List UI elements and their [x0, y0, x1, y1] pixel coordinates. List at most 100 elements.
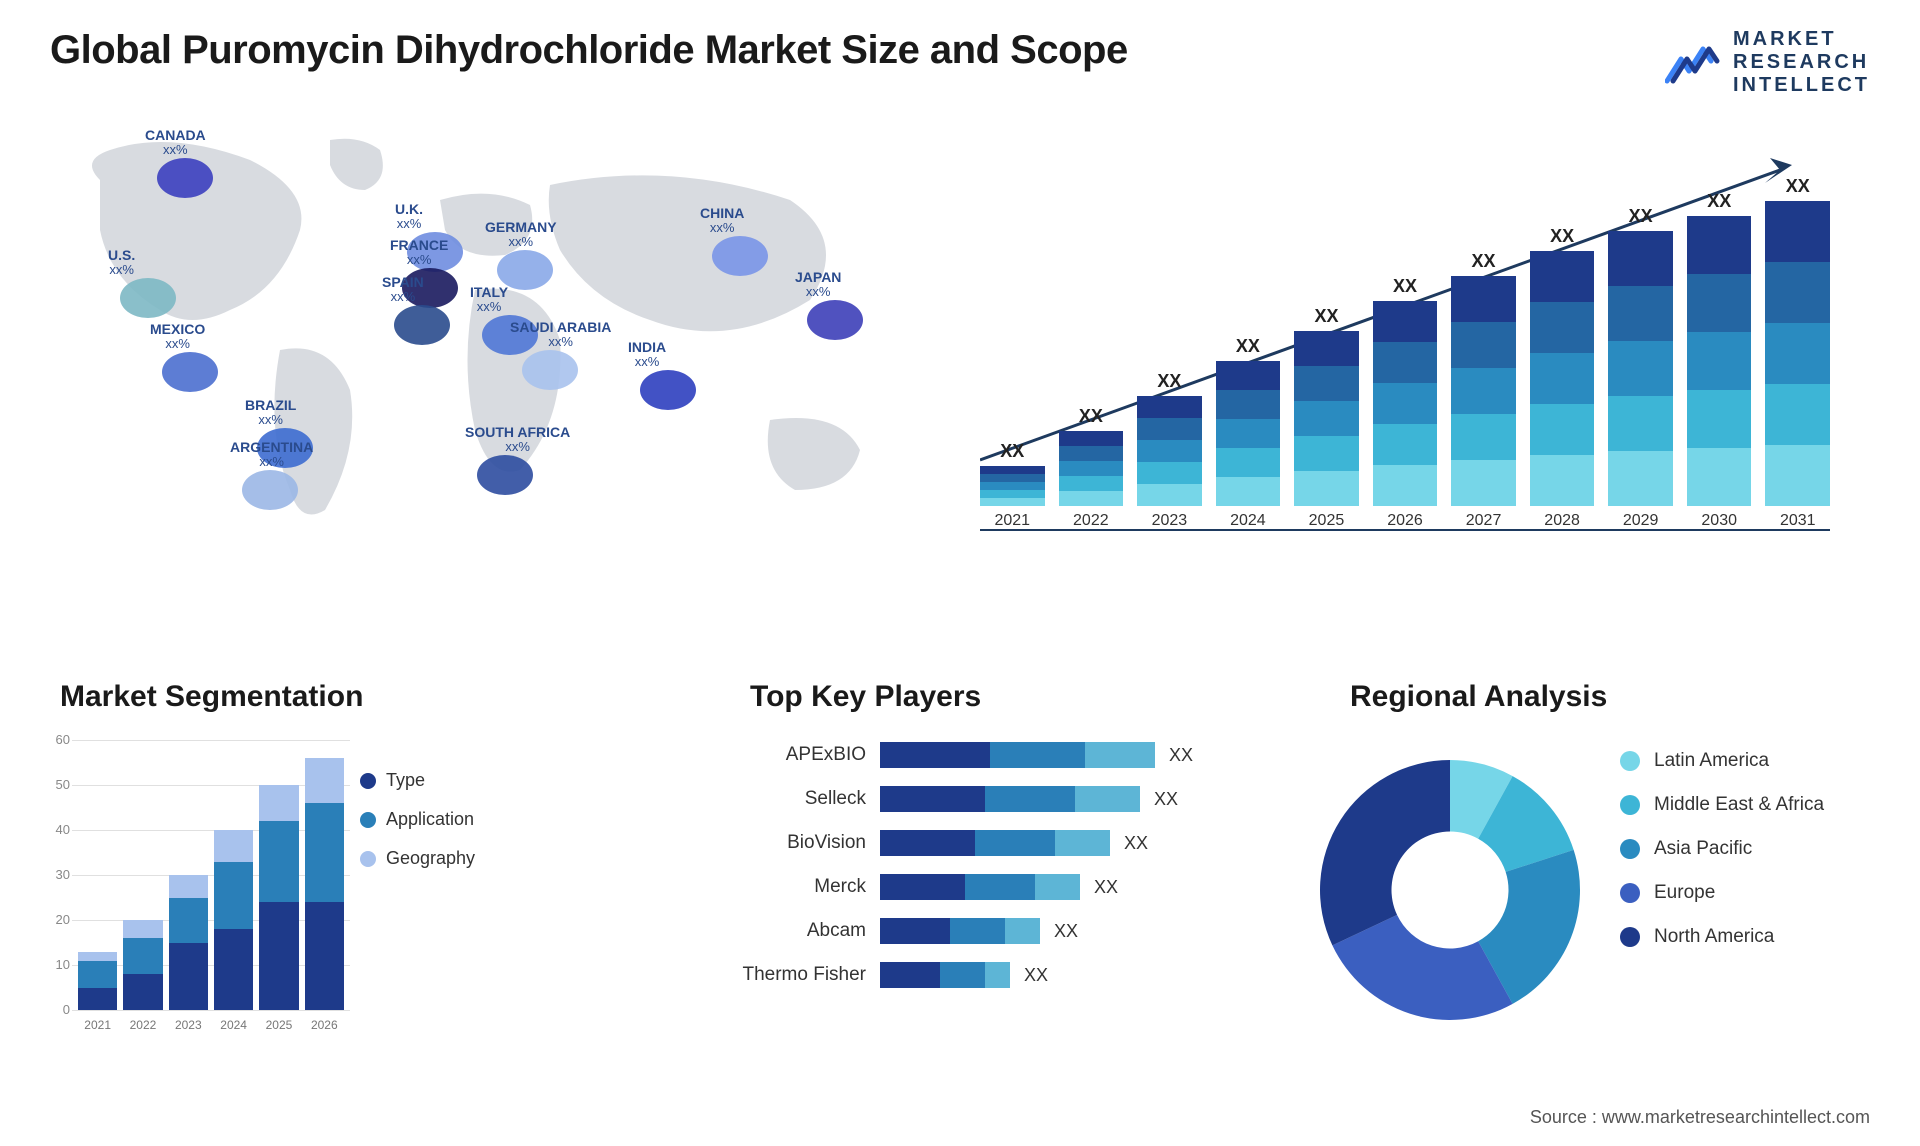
player-row: APExBIO XX: [740, 740, 1240, 770]
y-axis-tick: 30: [42, 867, 70, 882]
player-name: Thermo Fisher: [740, 964, 880, 986]
y-axis-tick: 40: [42, 822, 70, 837]
map-label: SAUDI ARABIAxx%: [510, 320, 611, 350]
map-label: INDIAxx%: [628, 340, 666, 370]
player-name: Merck: [740, 876, 880, 898]
y-axis-tick: 20: [42, 912, 70, 927]
growth-bar-year: 2022: [1073, 512, 1109, 530]
growth-bar-year: 2030: [1701, 512, 1737, 530]
player-value: XX: [1124, 833, 1148, 854]
segmentation-year: 2022: [130, 1018, 157, 1032]
y-axis-tick: 10: [42, 957, 70, 972]
legend-item: Europe: [1620, 882, 1824, 904]
growth-bar: XX 2021: [980, 441, 1045, 530]
player-value: XX: [1169, 745, 1193, 766]
map-label: SOUTH AFRICAxx%: [465, 425, 570, 455]
segmentation-year: 2025: [266, 1018, 293, 1032]
player-value: XX: [1154, 789, 1178, 810]
growth-bar-year: 2025: [1309, 512, 1345, 530]
growth-bar: XX 2029: [1608, 206, 1673, 530]
growth-bar-value: XX: [1000, 441, 1024, 462]
growth-bar-value: XX: [1707, 191, 1731, 212]
player-row: BioVision XX: [740, 828, 1240, 858]
growth-chart: XX2021XX2022XX2023XX2024XX2025XX2026XX20…: [980, 150, 1830, 560]
segmentation-year: 2021: [84, 1018, 111, 1032]
segmentation-legend: TypeApplicationGeography: [360, 770, 520, 887]
growth-bar-year: 2026: [1387, 512, 1423, 530]
player-name: BioVision: [740, 832, 880, 854]
growth-bar: XX 2025: [1294, 306, 1359, 530]
segmentation-bar: 2023: [169, 875, 208, 1010]
page-header: Global Puromycin Dihydrochloride Market …: [50, 28, 1870, 97]
growth-bar-year: 2029: [1623, 512, 1659, 530]
player-row: Merck XX: [740, 872, 1240, 902]
growth-bar: XX2027: [1451, 251, 1516, 530]
map-label: BRAZILxx%: [245, 398, 296, 428]
legend-item: Middle East & Africa: [1620, 794, 1824, 816]
growth-bar-value: XX: [1393, 276, 1417, 297]
map-label: U.K.xx%: [395, 202, 423, 232]
legend-item: Application: [360, 809, 520, 830]
legend-item: Geography: [360, 848, 520, 869]
page-title: Global Puromycin Dihydrochloride Market …: [50, 28, 1128, 73]
growth-bar-value: XX: [1472, 251, 1496, 272]
segmentation-bar: 2026: [305, 758, 344, 1010]
player-row: Thermo Fisher XX: [740, 960, 1240, 990]
legend-item: Asia Pacific: [1620, 838, 1824, 860]
donut-slice: [1320, 760, 1450, 945]
player-row: Abcam XX: [740, 916, 1240, 946]
growth-bar-value: XX: [1236, 336, 1260, 357]
logo-text: MARKET RESEARCH INTELLECT: [1733, 28, 1870, 97]
map-label: CANADAxx%: [145, 128, 206, 158]
player-value: XX: [1054, 921, 1078, 942]
y-axis-tick: 60: [42, 732, 70, 747]
map-label: CHINAxx%: [700, 206, 744, 236]
growth-bar: XX 2030: [1687, 191, 1752, 530]
segmentation-bar: 2021: [78, 952, 117, 1011]
map-label: SPAINxx%: [382, 275, 424, 305]
map-label: ITALYxx%: [470, 285, 508, 315]
source-attribution: Source : www.marketresearchintellect.com: [1530, 1107, 1870, 1128]
segmentation-bar: 2024: [214, 830, 253, 1010]
player-name: Selleck: [740, 788, 880, 810]
legend-item: North America: [1620, 926, 1824, 948]
y-axis-tick: 0: [42, 1002, 70, 1017]
growth-bar-value: XX: [1629, 206, 1653, 227]
growth-bar-value: XX: [1786, 176, 1810, 197]
segmentation-year: 2024: [220, 1018, 247, 1032]
map-label: GERMANYxx%: [485, 220, 557, 250]
growth-bar-value: XX: [1550, 226, 1574, 247]
y-axis-tick: 50: [42, 777, 70, 792]
growth-bar: XX 2022: [1059, 406, 1124, 530]
map-label: JAPANxx%: [795, 270, 841, 300]
player-value: XX: [1024, 965, 1048, 986]
player-name: APExBIO: [740, 744, 880, 766]
growth-bar-value: XX: [1314, 306, 1338, 327]
map-label: FRANCExx%: [390, 238, 448, 268]
segmentation-title: Market Segmentation: [60, 680, 363, 714]
growth-bar-value: XX: [1079, 406, 1103, 427]
growth-bar: XX 2024: [1216, 336, 1281, 530]
player-value: XX: [1094, 877, 1118, 898]
regional-chart: Latin AmericaMiddle East & AfricaAsia Pa…: [1300, 740, 1900, 1050]
growth-bar-year: 2024: [1230, 512, 1266, 530]
player-name: Abcam: [740, 920, 880, 942]
logo-mark-icon: [1665, 41, 1721, 85]
regional-title: Regional Analysis: [1350, 680, 1607, 714]
growth-bar-year: 2023: [1152, 512, 1188, 530]
donut-chart: [1300, 740, 1600, 1040]
brand-logo: MARKET RESEARCH INTELLECT: [1665, 28, 1870, 97]
regional-legend: Latin AmericaMiddle East & AfricaAsia Pa…: [1620, 750, 1824, 970]
player-row: Selleck XX: [740, 784, 1240, 814]
growth-bar-year: 2031: [1780, 512, 1816, 530]
map-label: MEXICOxx%: [150, 322, 205, 352]
growth-bar: XX 2026: [1373, 276, 1438, 530]
world-map-panel: CANADAxx% U.S.xx% MEXICOxx% BRAZILxx% ARGENT…: [50, 130, 920, 530]
map-label: ARGENTINAxx%: [230, 440, 313, 470]
segmentation-bar: 2025: [259, 785, 298, 1010]
growth-bar-value: XX: [1157, 371, 1181, 392]
map-label: U.S.xx%: [108, 248, 135, 278]
growth-bar-year: 2021: [994, 512, 1030, 530]
segmentation-year: 2026: [311, 1018, 338, 1032]
growth-bar: XX2028: [1530, 226, 1595, 530]
